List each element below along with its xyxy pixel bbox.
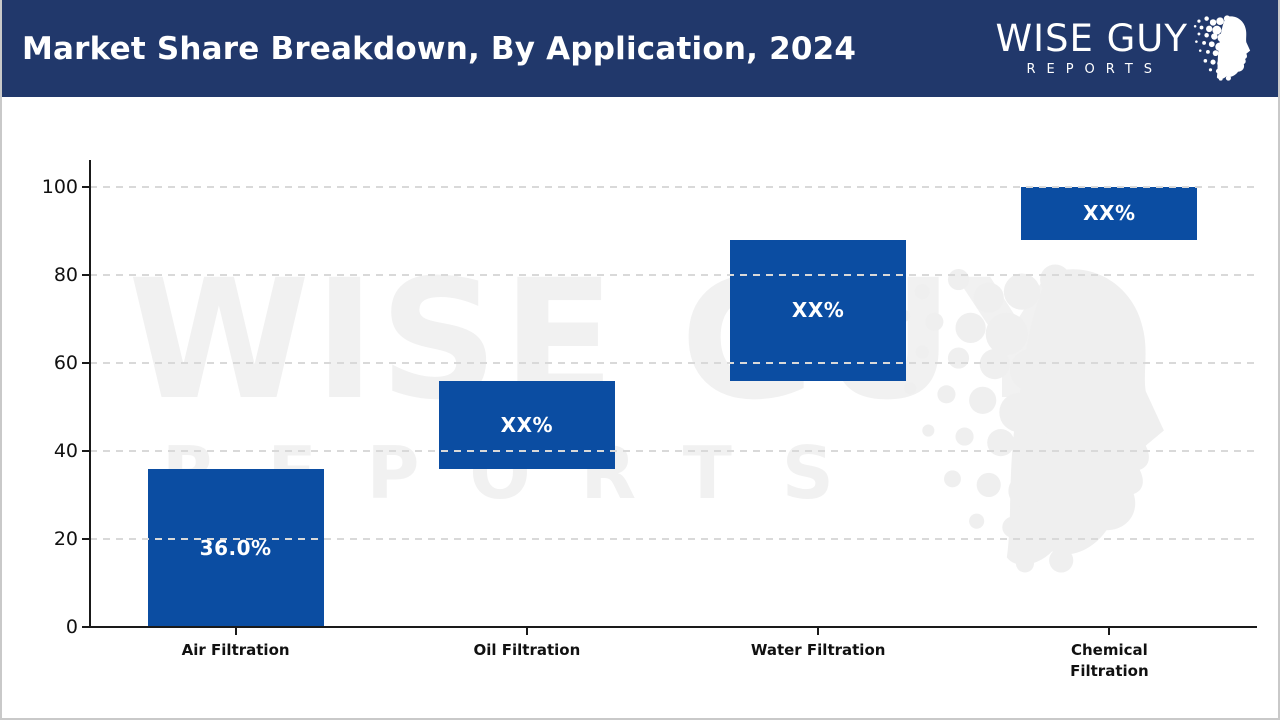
y-axis-tick <box>82 450 90 452</box>
y-axis-tick-label: 100 <box>41 176 78 198</box>
x-axis-category-label: Air Filtration <box>181 641 290 659</box>
bar-chemical-filtration: XX% <box>1021 187 1198 240</box>
gridline-y-60 <box>90 362 1255 364</box>
y-axis-tick-label: 20 <box>53 528 78 550</box>
y-axis-tick-label: 80 <box>53 264 78 286</box>
y-axis-tick <box>82 626 90 628</box>
y-axis-tick <box>82 186 90 188</box>
y-axis-tick <box>82 362 90 364</box>
x-axis-tick <box>817 628 820 635</box>
x-axis-tick <box>525 628 528 635</box>
x-axis-line <box>89 626 1257 628</box>
bar-value-label: XX% <box>1083 201 1136 226</box>
bar-value-label: XX% <box>791 298 845 323</box>
gridline-y-20 <box>90 538 1255 540</box>
logo-head-icon <box>1193 14 1251 81</box>
logo-wordmark-line1: WISE GUY <box>995 17 1188 60</box>
wiseguy-logo: WISE GUY REPORTS <box>996 8 1254 90</box>
x-axis-category-label: Water Filtration <box>750 641 886 659</box>
logo-wordmark: WISE GUY REPORTS <box>996 20 1188 77</box>
x-axis-category-label: Oil Filtration <box>473 641 581 659</box>
bar-oil-filtration: XX% <box>438 380 615 469</box>
gridline-y-80 <box>90 274 1255 276</box>
y-axis-line <box>89 160 91 628</box>
bar-value-label: XX% <box>500 412 554 437</box>
y-axis-tick <box>82 538 90 540</box>
x-axis-tick <box>1108 628 1111 635</box>
x-axis-category-label: Chemical Filtration <box>1070 641 1149 680</box>
gridline-y-100 <box>90 186 1255 188</box>
x-axis-tick <box>234 628 237 635</box>
y-axis-tick-label: 40 <box>53 440 78 462</box>
y-axis-tick-label: 0 <box>65 616 78 638</box>
logo-wordmark-line2: REPORTS <box>1026 62 1164 77</box>
y-axis-tick <box>82 274 90 276</box>
y-axis-tick-label: 60 <box>53 352 78 374</box>
gridline-y-40 <box>90 450 1255 452</box>
chart-title: Market Share Breakdown, By Application, … <box>22 30 857 67</box>
bar-air-filtration: 36.0% <box>147 468 324 627</box>
bar-water-filtration: XX% <box>730 239 907 381</box>
header: Market Share Breakdown, By Application, … <box>2 0 1278 97</box>
